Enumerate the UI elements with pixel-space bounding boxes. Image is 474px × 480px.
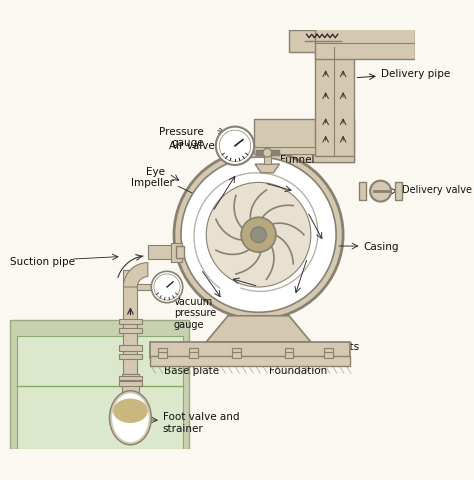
Text: Vacuum
pressure
gauge: Vacuum pressure gauge — [174, 296, 216, 329]
Bar — [150, 356, 350, 367]
Polygon shape — [206, 316, 311, 342]
Circle shape — [263, 149, 272, 158]
Bar — [264, 154, 271, 165]
Circle shape — [181, 158, 336, 312]
Bar — [119, 381, 142, 386]
Circle shape — [241, 218, 276, 252]
Text: Suction pipe: Suction pipe — [10, 256, 75, 266]
Bar — [158, 349, 167, 358]
Bar — [176, 247, 184, 259]
Bar — [189, 349, 198, 358]
Circle shape — [151, 272, 182, 303]
Bar — [119, 328, 142, 334]
Bar — [148, 246, 177, 260]
Bar — [119, 346, 142, 351]
Circle shape — [251, 228, 266, 243]
Text: Funnel: Funnel — [280, 155, 315, 165]
Bar — [315, 48, 354, 157]
Text: Casing: Casing — [363, 241, 399, 252]
Circle shape — [216, 127, 254, 166]
Text: Delivery valve: Delivery valve — [402, 184, 473, 194]
Bar — [119, 320, 142, 325]
Bar — [119, 376, 142, 381]
Bar — [232, 349, 241, 358]
Bar — [150, 342, 350, 358]
Bar — [232, 348, 241, 353]
Ellipse shape — [113, 399, 148, 423]
Circle shape — [154, 275, 180, 300]
Circle shape — [219, 131, 251, 162]
Ellipse shape — [112, 394, 149, 442]
Text: Impeller: Impeller — [131, 178, 174, 188]
Bar — [285, 348, 293, 353]
Circle shape — [206, 183, 311, 288]
Polygon shape — [255, 165, 280, 173]
Bar — [158, 348, 167, 353]
Bar — [119, 354, 142, 360]
Text: Foot valve and
strainer: Foot valve and strainer — [163, 411, 239, 433]
Bar — [122, 374, 139, 392]
Polygon shape — [123, 263, 148, 288]
Bar — [10, 321, 189, 449]
Bar — [17, 336, 182, 449]
Bar — [123, 270, 137, 374]
Bar — [254, 147, 315, 154]
Text: Delivery pipe: Delivery pipe — [381, 69, 450, 79]
Circle shape — [370, 181, 391, 202]
Circle shape — [174, 151, 343, 320]
Bar — [315, 157, 354, 163]
Bar — [324, 348, 333, 353]
Bar — [359, 183, 366, 201]
Text: Bolts: Bolts — [333, 342, 359, 351]
Ellipse shape — [109, 391, 151, 445]
Bar — [285, 349, 293, 358]
Text: Frame: Frame — [227, 327, 259, 337]
Bar — [324, 349, 333, 358]
Bar — [189, 348, 198, 353]
Text: Base plate: Base plate — [164, 365, 219, 375]
Bar — [315, 28, 415, 60]
Bar — [172, 243, 182, 262]
Text: Air valve: Air valve — [169, 141, 215, 151]
Bar — [395, 183, 402, 201]
Text: Eye: Eye — [146, 167, 165, 177]
Bar — [137, 285, 151, 290]
Bar — [289, 31, 336, 52]
Text: Pressure
gauge: Pressure gauge — [159, 126, 204, 148]
Text: Foundation: Foundation — [269, 365, 327, 375]
Bar — [254, 120, 354, 163]
